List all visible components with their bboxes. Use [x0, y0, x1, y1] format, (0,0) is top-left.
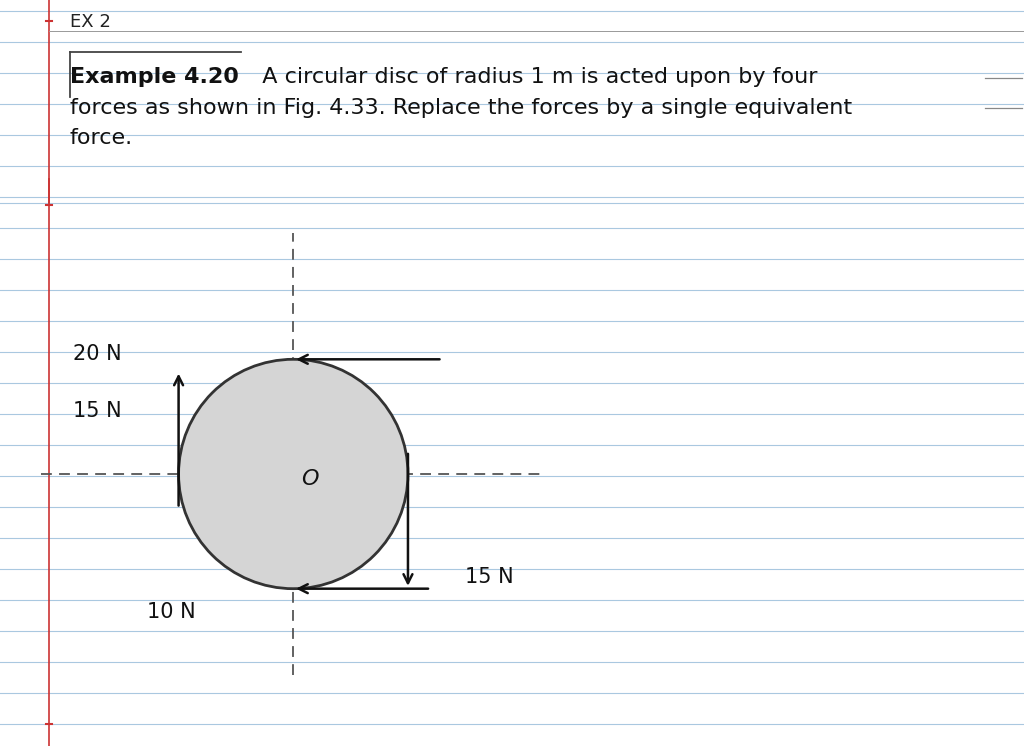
Text: force.: force.	[70, 128, 133, 148]
Text: O: O	[301, 469, 318, 489]
Circle shape	[178, 360, 408, 589]
Text: 15 N: 15 N	[465, 567, 514, 587]
Text: forces as shown in Fig. 4.33. Replace the forces by a single equivalent: forces as shown in Fig. 4.33. Replace th…	[70, 98, 852, 118]
Text: Example 4.20: Example 4.20	[70, 67, 239, 87]
Text: 20 N: 20 N	[73, 344, 121, 363]
Text: 15 N: 15 N	[73, 401, 121, 421]
Text: EX 2: EX 2	[70, 13, 111, 31]
Text: 10 N: 10 N	[147, 603, 196, 622]
Text: A circular disc of radius 1 m is acted upon by four: A circular disc of radius 1 m is acted u…	[248, 67, 817, 87]
